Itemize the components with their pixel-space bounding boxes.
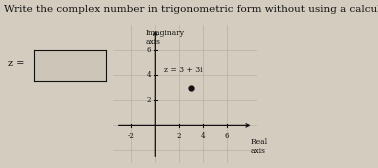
- Text: 4: 4: [201, 132, 205, 140]
- Text: 2: 2: [147, 96, 151, 104]
- Text: z =: z =: [8, 59, 24, 68]
- Text: Write the complex number in trigonometric form without using a calculator.: Write the complex number in trigonometri…: [4, 5, 378, 14]
- Text: 4: 4: [147, 71, 151, 79]
- Text: 6: 6: [225, 132, 229, 140]
- Text: 6: 6: [147, 46, 151, 54]
- Text: z = 3 + 3i: z = 3 + 3i: [164, 66, 202, 74]
- Text: 2: 2: [177, 132, 181, 140]
- Text: Imaginary
axis: Imaginary axis: [146, 29, 185, 46]
- Text: Real
axis: Real axis: [251, 138, 268, 155]
- Text: -2: -2: [128, 132, 135, 140]
